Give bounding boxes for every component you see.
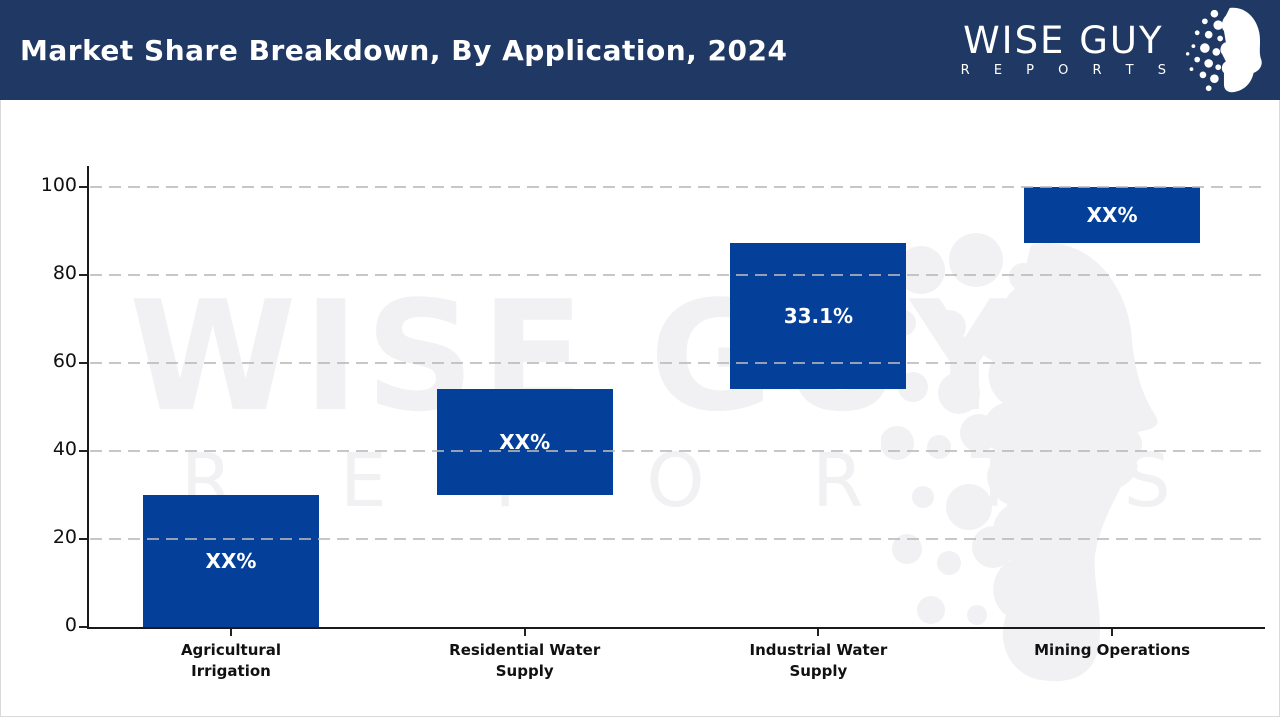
y-tick-label: 40 [52, 438, 77, 460]
brand-logo: WISE GUY R E P O R T S [951, 0, 1266, 100]
category-label: Industrial Water Supply [749, 641, 888, 680]
x-tick-mark [817, 629, 820, 636]
category-label: Residential Water Supply [449, 641, 601, 680]
brand-logo-text: WISE GUY R E P O R T S [951, 22, 1176, 78]
gridline-y100 [90, 186, 1263, 188]
y-tick-label: 20 [52, 526, 77, 548]
y-tick-label: 60 [52, 350, 77, 372]
chart-figure: WISE GUY R E P O R T S XX% XX% 33.1% XX% 0 20… [0, 100, 1280, 717]
y-tick-mark [79, 626, 87, 628]
page-title: Market Share Breakdown, By Application, … [20, 33, 788, 67]
y-tick-mark [79, 450, 87, 452]
gridline-y60 [90, 362, 1263, 364]
gridline-y80 [90, 274, 1263, 276]
bar-value-label: XX% [499, 429, 551, 454]
y-tick-mark [79, 274, 87, 276]
y-tick-label: 100 [40, 174, 77, 196]
header-band: Market Share Breakdown, By Application, … [0, 0, 1280, 100]
brand-head-icon [1185, 7, 1262, 93]
y-axis-line [87, 166, 89, 629]
bar-value-label: XX% [1086, 202, 1138, 227]
gridline-y20 [90, 538, 1263, 540]
category-label: Agricultural Irrigation [180, 641, 282, 680]
bar-value-label: 33.1% [783, 303, 854, 328]
gridline-y40 [90, 450, 1263, 452]
bar-3 [730, 242, 907, 389]
y-tick-mark [79, 538, 87, 540]
y-tick-label: 0 [64, 614, 77, 636]
y-tick-mark [79, 186, 87, 188]
x-tick-mark [230, 629, 232, 636]
bar-value-label: XX% [205, 549, 257, 573]
y-tick-mark [79, 362, 87, 364]
brand-subtitle: R E P O R T S [960, 63, 1176, 78]
brand-name: WISE GUY [963, 19, 1164, 62]
x-tick-mark [523, 629, 526, 636]
y-tick-label: 80 [52, 262, 77, 284]
x-axis-line [87, 627, 1265, 629]
bar-2 [436, 388, 613, 495]
category-label: Mining Operations [1034, 641, 1191, 659]
bar-1 [143, 495, 319, 627]
x-tick-mark [1111, 629, 1114, 636]
bar-4 [1024, 187, 1201, 243]
